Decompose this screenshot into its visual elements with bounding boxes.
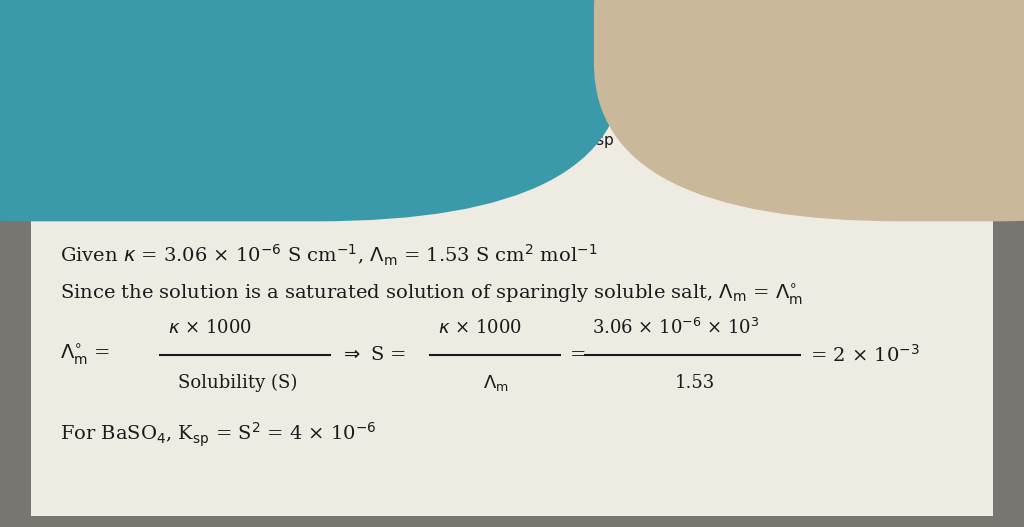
Text: 3.06 × 10$^{-6}$ × 10$^3$: 3.06 × 10$^{-6}$ × 10$^3$	[592, 318, 760, 338]
Text: = 2 × 10$^{-3}$: = 2 × 10$^{-3}$	[810, 344, 920, 366]
Text: $\Lambda_{\rm m}$: $\Lambda_{\rm m}$	[483, 373, 509, 393]
Text: Solubility (S): Solubility (S)	[178, 374, 297, 392]
Text: $\Rightarrow$ S =: $\Rightarrow$ S =	[340, 346, 407, 364]
Text: Since the solution is a saturated solution of sparingly soluble salt, $\Lambda_{: Since the solution is a saturated soluti…	[60, 282, 803, 307]
Text: $\kappa$ × 1000: $\kappa$ × 1000	[438, 319, 522, 337]
Text: For BaSO$_4$, K$_{\rm sp}$ = S$^2$ = 4 × 10$^{-6}$: For BaSO$_4$, K$_{\rm sp}$ = S$^2$ = 4 ×…	[60, 421, 377, 449]
Text: 1.53: 1.53	[675, 374, 715, 392]
Text: $\Lambda^{\circ}_{\rm m}$ =: $\Lambda^{\circ}_{\rm m}$ =	[60, 343, 110, 367]
Text: The conductivity of a saturated solution of BaSO$_4$ is 3.06 × 10$^{-6}$ S cm$^{: The conductivity of a saturated solution…	[60, 75, 872, 105]
Text: =: =	[570, 346, 587, 364]
Text: Solution: Solution	[60, 190, 159, 210]
Text: $\kappa$ × 1000: $\kappa$ × 1000	[168, 319, 252, 337]
Text: and its conductance is 1.53 S cm$^2$ mol$^{-1}$. The K$_{\rm sp}$ of BaSO$_4$ wi: and its conductance is 1.53 S cm$^2$ mol…	[60, 119, 813, 151]
Text: Given $\kappa$ = 3.06 × 10$^{-6}$ S cm$^{-1}$, $\Lambda_{\rm m}$ = 1.53 S cm$^2$: Given $\kappa$ = 3.06 × 10$^{-6}$ S cm$^…	[60, 242, 597, 268]
